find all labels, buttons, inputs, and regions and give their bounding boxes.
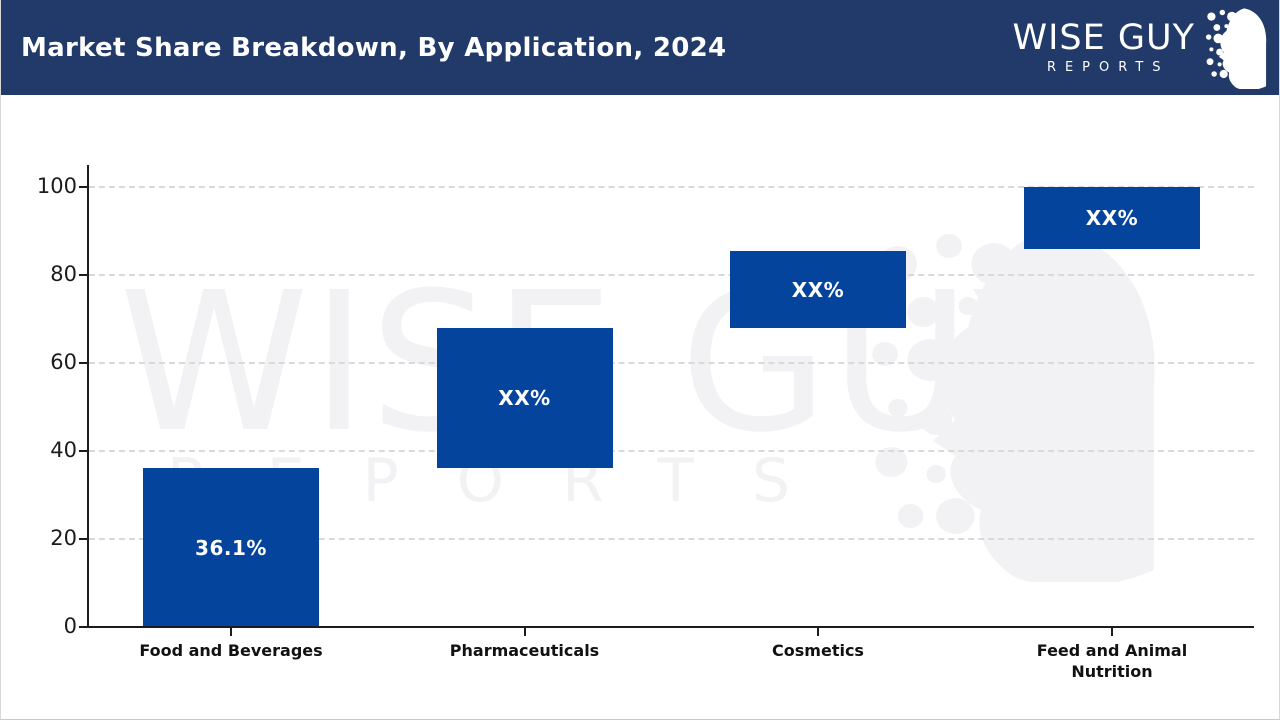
bar-value-label: XX% (498, 385, 551, 410)
header: Market Share Breakdown, By Application, … (1, 0, 1279, 95)
x-category-label: Food and Beverages (139, 641, 323, 660)
y-axis-line (87, 165, 89, 628)
gridline (89, 538, 1254, 540)
bar: XX% (730, 251, 906, 328)
logo-text: WISE GUY REPORTS (1012, 17, 1195, 75)
x-tick-mark (230, 628, 232, 636)
bar: 36.1% (143, 468, 319, 627)
logo-head-icon (1205, 7, 1267, 89)
y-tick-mark (79, 186, 87, 188)
y-tick-mark (79, 274, 87, 276)
y-tick-label: 20 (50, 526, 77, 550)
gridline (89, 186, 1254, 188)
bar-value-label: 36.1% (195, 535, 267, 560)
logo-wordmark: WISE GUY (1012, 17, 1195, 58)
bar-value-label: XX% (791, 277, 845, 302)
bar: XX% (436, 327, 613, 469)
x-tick-mark (523, 628, 526, 636)
y-tick-label: 0 (63, 614, 77, 638)
y-tick-label: 80 (50, 262, 77, 286)
y-tick-label: 60 (50, 350, 77, 374)
x-category-label: Feed and Animal Nutrition (1036, 641, 1188, 681)
gridline (89, 362, 1254, 364)
y-tick-mark (79, 538, 87, 540)
gridline (89, 450, 1254, 452)
watermark-head-icon (872, 228, 1155, 582)
x-category-label: Pharmaceuticals (449, 641, 600, 660)
y-tick-label: 40 (50, 438, 77, 462)
x-tick-mark (1111, 628, 1113, 636)
wise-guy-logo: WISE GUY REPORTS (1012, 7, 1273, 89)
x-axis-line (87, 626, 1254, 628)
y-tick-mark (79, 450, 87, 452)
page-title: Market Share Breakdown, By Application, … (21, 32, 727, 63)
gridline (89, 274, 1254, 276)
x-category-label: Cosmetics (772, 641, 864, 660)
y-tick-mark (79, 626, 87, 628)
bar-value-label: XX% (1085, 206, 1139, 231)
bar: XX% (1024, 187, 1200, 250)
x-tick-mark (817, 628, 819, 636)
y-tick-mark (79, 362, 87, 364)
logo-subtitle: REPORTS (1046, 59, 1170, 75)
y-tick-label: 100 (36, 174, 77, 198)
